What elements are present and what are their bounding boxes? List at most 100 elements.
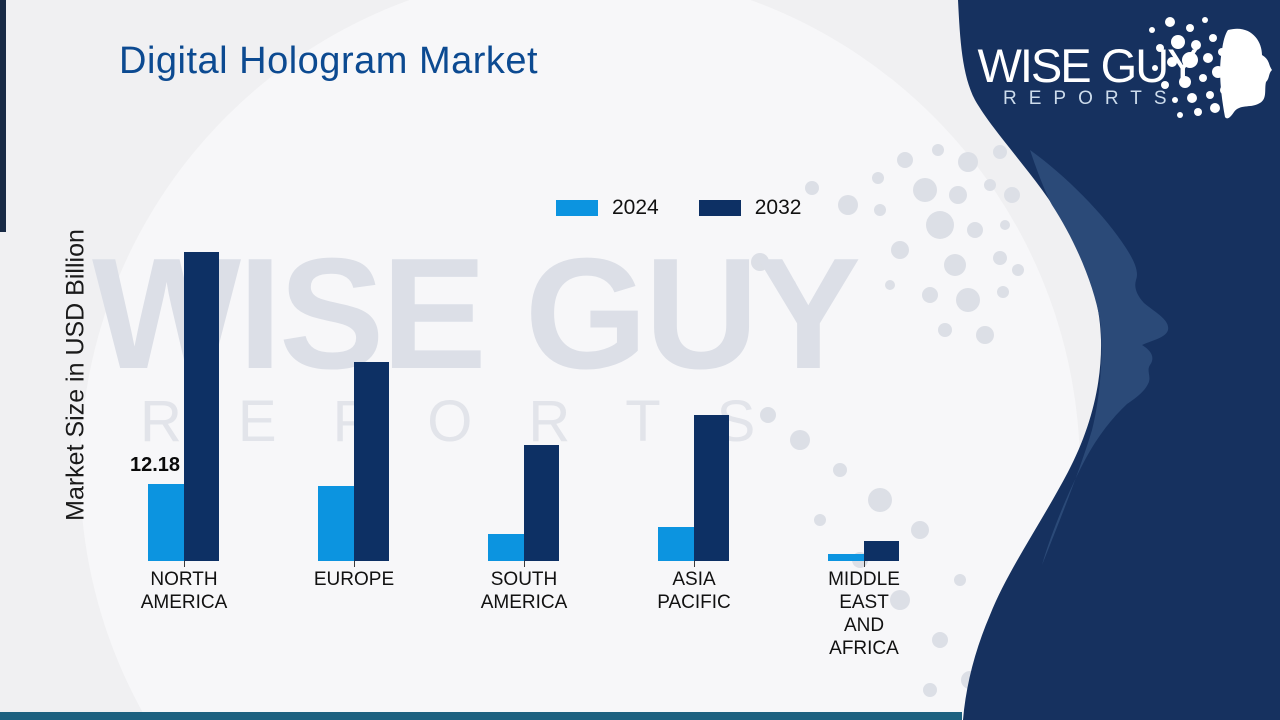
x-axis-tick	[354, 561, 355, 567]
decor-dot	[1012, 264, 1024, 276]
decor-dot	[967, 222, 983, 238]
decor-dot	[891, 241, 909, 259]
decor-dot	[790, 430, 810, 450]
decor-dot	[805, 181, 819, 195]
logo-face-icon	[1220, 28, 1272, 119]
logo-subtitle: REPORTS	[1003, 88, 1179, 109]
logo-dot	[1218, 48, 1226, 56]
decor-dot	[923, 683, 937, 697]
logo-dot	[1177, 112, 1183, 118]
watermark-reports: REPORTS	[140, 389, 812, 454]
decor-dot	[993, 145, 1007, 159]
decor-dot	[885, 280, 895, 290]
x-axis-tick	[694, 561, 695, 567]
logo-dot	[1167, 57, 1177, 67]
legend-label-2024: 2024	[612, 196, 659, 219]
data-label-north-america-2024: 12.18	[130, 454, 181, 476]
decor-dot	[814, 514, 826, 526]
logo-dot	[1161, 81, 1169, 89]
logo-wordmark: WISE GUY	[977, 39, 1198, 92]
bar-2024-asia-pacific	[658, 527, 694, 561]
bottom-accent-bar	[0, 712, 962, 720]
logo-dot	[1182, 52, 1198, 68]
decor-dot	[926, 211, 954, 239]
legend: 2024 2032	[556, 196, 801, 220]
face-profile-silhouette	[1030, 150, 1169, 565]
logo-dot	[1203, 53, 1213, 63]
decor-dot	[976, 326, 994, 344]
bar-2032-europe	[354, 362, 389, 561]
decor-dot	[958, 152, 978, 172]
decor-dot	[949, 186, 967, 204]
logo-dot	[1165, 17, 1175, 27]
bar-2024-europe	[318, 486, 354, 561]
decor-dot	[838, 195, 858, 215]
legend-swatch-2024	[556, 200, 598, 216]
decor-dot	[911, 521, 929, 539]
logo-dot	[1210, 103, 1220, 113]
decor-dot	[993, 251, 1007, 265]
legend-label-2032: 2032	[754, 196, 802, 219]
bar-2032-north-america	[184, 252, 219, 561]
logo-dot	[1191, 40, 1201, 50]
bar-2024-middle-east-and-africa	[828, 554, 864, 561]
decor-dot	[872, 172, 884, 184]
decor-dot	[913, 178, 937, 202]
logo-dot	[1209, 34, 1217, 42]
logo-dot	[1187, 93, 1197, 103]
decor-dot	[922, 287, 938, 303]
watermark-wiseguy: WISE GUY	[92, 226, 861, 402]
logo-dot	[1220, 85, 1230, 95]
logo-dot	[1186, 24, 1194, 32]
bar-2024-north-america	[148, 484, 184, 561]
category-label-north-america: NORTH AMERICA	[140, 569, 228, 613]
decor-dot	[932, 632, 948, 648]
decor-dot	[984, 179, 996, 191]
logo-dot	[1194, 108, 1202, 116]
decor-dot	[1000, 220, 1010, 230]
logo-dot	[1212, 66, 1224, 78]
decor-dot	[954, 574, 966, 586]
decor-dot	[944, 254, 966, 276]
decor-dot	[833, 463, 847, 477]
background-blob	[80, 0, 1080, 720]
logo-dot-cluster	[1149, 17, 1230, 118]
decor-dot	[997, 286, 1009, 298]
decor-dot	[751, 253, 769, 271]
decor-dot	[956, 288, 980, 312]
decor-dot	[932, 144, 944, 156]
decor-dot	[890, 590, 910, 610]
y-axis-label: Market Size in USD Billion	[61, 229, 90, 521]
decor-dot	[874, 204, 886, 216]
category-label-middle-east-and-africa: MIDDLE EAST AND AFRICA	[828, 569, 900, 659]
bar-2032-asia-pacific	[694, 415, 729, 561]
decor-dot	[760, 407, 776, 423]
legend-item-2032: 2032	[698, 196, 802, 220]
category-label-asia-pacific: ASIA PACIFIC	[657, 569, 731, 613]
logo-dot	[1149, 27, 1155, 33]
decor-dot	[1004, 187, 1020, 203]
logo-dot	[1199, 74, 1207, 82]
left-edge-strip	[0, 0, 6, 232]
logo-dot	[1206, 91, 1214, 99]
decor-dot	[897, 152, 913, 168]
logo-dot	[1152, 65, 1158, 71]
decor-dot	[868, 488, 892, 512]
bar-2032-middle-east-and-africa	[864, 541, 899, 561]
logo-dot	[1172, 97, 1178, 103]
category-label-europe: EUROPE	[313, 569, 395, 590]
logo-dot	[1179, 76, 1191, 88]
category-label-south-america: SOUTH AMERICA	[480, 569, 568, 613]
logo-dot	[1171, 35, 1185, 49]
bar-2032-south-america	[524, 445, 559, 561]
decor-dot	[784, 279, 796, 291]
x-axis-tick	[864, 561, 865, 567]
logo-dot	[1156, 44, 1164, 52]
x-axis-tick	[184, 561, 185, 567]
bar-2024-south-america	[488, 534, 524, 561]
x-axis-tick	[524, 561, 525, 567]
page-title: Digital Hologram Market	[119, 40, 539, 82]
logo-dot	[1202, 17, 1208, 23]
